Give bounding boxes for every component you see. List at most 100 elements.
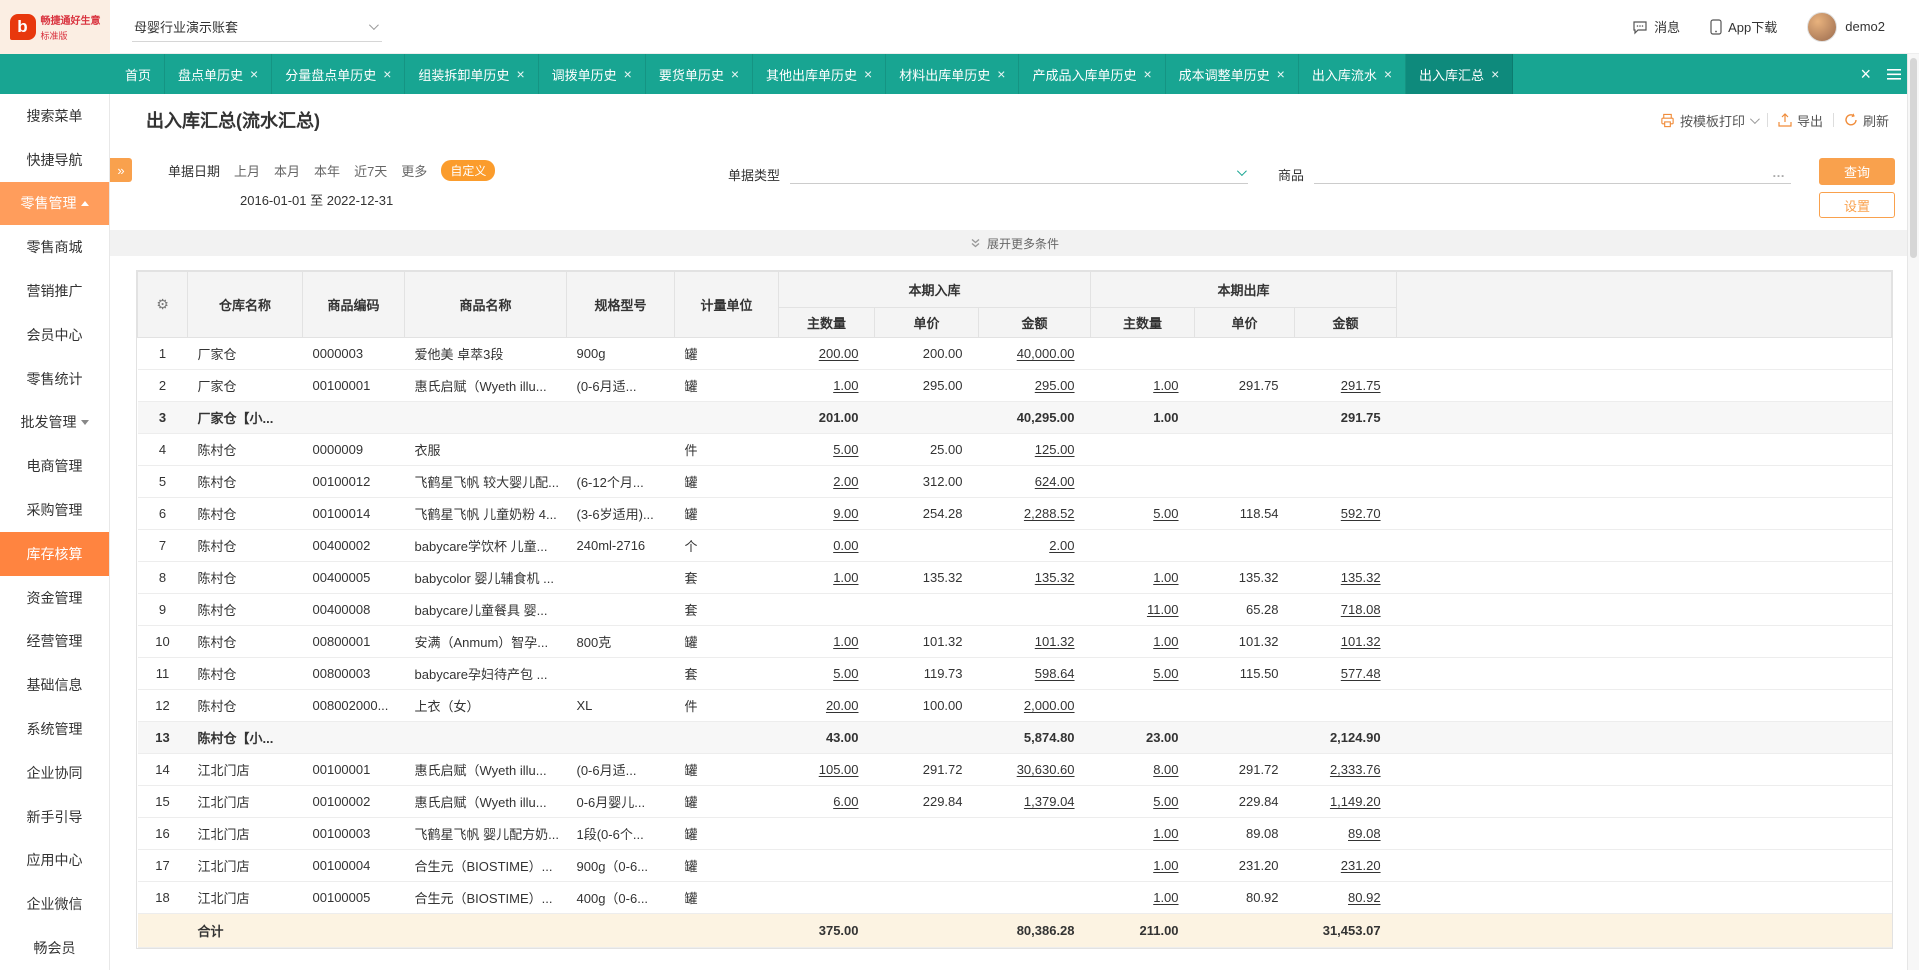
drilldown-link[interactable]: 0.00 [833,538,859,553]
sidebar-item-search-menu[interactable]: 搜索菜单 [0,94,109,138]
tab-close-icon[interactable]: × [623,66,632,82]
sidebar-item-newbie-guide[interactable]: 新手引导 [0,795,109,839]
table-row[interactable]: 4 陈村仓 0000009 衣服 件 5.00 25.00 125.00 [137,433,1892,466]
table-row[interactable]: 8 陈村仓 00400005 babycolor 婴儿辅食机 ... 套 1.00 135.… [137,561,1892,594]
sidebar-item-fund-mgmt[interactable]: 资金管理 [0,576,109,620]
drilldown-link[interactable]: 718.08 [1340,602,1381,617]
sidebar-item-app-center[interactable]: 应用中心 [0,839,109,883]
drilldown-link[interactable]: 1.00 [1153,890,1179,905]
drilldown-link[interactable]: 1.00 [833,634,859,649]
drilldown-link[interactable]: 9.00 [833,506,859,521]
drilldown-link[interactable]: 1.00 [1153,826,1179,841]
drilldown-link[interactable]: 1,379.04 [1023,794,1075,809]
drilldown-link[interactable]: 11.00 [1146,602,1179,617]
drilldown-link[interactable]: 101.32 [1340,634,1381,649]
date-option-0[interactable]: 上月 [234,163,261,179]
tab-7[interactable]: 材料出库单历史 × [886,54,1020,94]
drilldown-link[interactable]: 8.00 [1153,762,1179,777]
subtotal-row[interactable]: 13 陈村仓【小... 43.00 5,874.80 23.00 2,124.90 [137,721,1892,754]
table-row[interactable]: 14 江北门店 00100001 惠氏启赋（Wyeth illu... (0-6月适..… [137,753,1892,786]
drilldown-link[interactable]: 135.32 [1034,570,1075,585]
drilldown-link[interactable]: 101.32 [1034,634,1075,649]
sidebar-item-member-center[interactable]: 会员中心 [0,313,109,357]
tab-close-icon[interactable]: × [383,66,392,82]
tab-close-icon[interactable]: × [730,66,740,82]
sidebar-item-chang-member[interactable]: 畅会员 [0,926,109,970]
account-select[interactable]: 母婴行业演示账套 [132,12,382,42]
drilldown-link[interactable]: 1.00 [833,570,859,585]
drilldown-link[interactable]: 291.75 [1340,378,1381,393]
drilldown-link[interactable]: 1,149.20 [1329,794,1381,809]
drilldown-link[interactable]: 2.00 [1049,538,1075,553]
sidebar-item-operation-mgmt[interactable]: 经营管理 [0,620,109,664]
gear-icon[interactable]: ⚙ [156,296,169,312]
drilldown-link[interactable]: 5.00 [1153,794,1179,809]
drilldown-link[interactable]: 2,333.76 [1329,762,1381,777]
drilldown-link[interactable]: 5.00 [833,666,859,681]
sidebar-item-wholesale-mgmt[interactable]: 批发管理 [0,401,109,445]
tab-menu-icon[interactable] [1887,68,1901,80]
sidebar-item-ecommerce-mgmt[interactable]: 电商管理 [0,444,109,488]
drilldown-link[interactable]: 231.20 [1340,858,1381,873]
drilldown-link[interactable]: 6.00 [833,794,859,809]
table-row[interactable]: 15 江北门店 00100002 惠氏启赋（Wyeth illu... 0-6月婴儿..… [137,785,1892,818]
date-option-1[interactable]: 本月 [274,163,301,179]
product-picker[interactable]: … [1314,162,1791,184]
query-button[interactable]: 查询 [1819,158,1895,185]
app-download-button[interactable]: App下载 [1710,17,1777,36]
table-row[interactable]: 17 江北门店 00100004 合生元（BIOSTIME）... 900g（0-6..… [137,849,1892,882]
table-row[interactable]: 12 陈村仓 008002000... 上衣（女） XL 件 20.00 100.00 2,00… [137,689,1892,722]
drilldown-link[interactable]: 598.64 [1034,666,1075,681]
vertical-scrollbar[interactable] [1907,54,1919,970]
total-row[interactable]: 合计 375.00 80,386.28 211.00 31,453.07 [137,913,1892,948]
drilldown-link[interactable]: 1.00 [833,378,859,393]
sidebar-item-quick-nav[interactable]: 快捷导航 [0,138,109,182]
tab-8[interactable]: 产成品入库单历史 × [1019,54,1166,94]
user-menu[interactable]: demo2 [1807,11,1885,42]
sidebar-item-enterprise-collab[interactable]: 企业协同 [0,751,109,795]
export-button[interactable]: 导出 [1778,111,1823,130]
drilldown-link[interactable]: 1.00 [1153,378,1179,393]
drilldown-link[interactable]: 2.00 [833,474,859,489]
drilldown-link[interactable]: 125.00 [1034,442,1075,457]
drilldown-link[interactable]: 1.00 [1153,570,1179,585]
drilldown-link[interactable]: 30,630.60 [1016,762,1075,777]
tab-5[interactable]: 要货单历史 × [646,54,754,94]
sidebar-item-inventory-accounting[interactable]: 库存核算 [0,531,109,576]
tab-close-icon[interactable]: × [1491,66,1500,82]
tab-11[interactable]: 出入库汇总 × [1406,54,1514,94]
drilldown-link[interactable]: 624.00 [1034,474,1075,489]
tab-close-icon[interactable]: × [1383,66,1393,82]
table-row[interactable]: 16 江北门店 00100003 飞鹤星飞帆 婴儿配方奶... 1段(0-6个... 罐 1… [137,817,1892,850]
table-row[interactable]: 7 陈村仓 00400002 babycare学饮杯 儿童... 240ml-2716 个… [137,529,1892,562]
drilldown-link[interactable]: 40,000.00 [1016,346,1075,361]
tab-0[interactable]: 首页 [112,54,166,94]
table-row[interactable]: 5 陈村仓 00100012 飞鹤星飞帆 较大婴儿配... (6-12个月... 罐 2.0… [137,465,1892,498]
drilldown-link[interactable]: 2,288.52 [1023,506,1075,521]
drilldown-link[interactable]: 1.00 [1153,858,1179,873]
drilldown-link[interactable]: 80.92 [1348,890,1381,905]
drilldown-link[interactable]: 20.00 [825,698,859,713]
tab-close-icon[interactable]: × [1143,66,1152,82]
tab-10[interactable]: 出入库流水 × [1299,54,1407,94]
tab-1[interactable]: 盘点单历史 × [165,54,273,94]
tab-close-icon[interactable]: × [516,66,525,82]
drilldown-link[interactable]: 5.00 [1153,506,1179,521]
custom-date-badge[interactable]: 自定义 [441,159,496,181]
app-logo[interactable]: b 畅捷通好生意 标准版 [0,0,110,54]
drilldown-link[interactable]: 200.00 [818,346,859,361]
table-row[interactable]: 2 厂家仓 00100001 惠氏启赋（Wyeth illu... (0-6月适... 罐… [137,369,1892,402]
sidebar-item-retail-mall[interactable]: 零售商城 [0,225,109,269]
drilldown-link[interactable]: 2,000.00 [1023,698,1075,713]
table-row[interactable]: 6 陈村仓 00100014 飞鹤星飞帆 儿童奶粉 4... (3-6岁适用)... 罐 9… [137,497,1892,530]
sidebar-item-basic-info[interactable]: 基础信息 [0,663,109,707]
date-option-4[interactable]: 更多 [401,163,428,179]
table-row[interactable]: 9 陈村仓 00400008 babycare儿童餐具 婴... 套 11.00 65.28… [137,593,1892,626]
drilldown-link[interactable]: 577.48 [1340,666,1381,681]
drilldown-link[interactable]: 89.08 [1348,826,1381,841]
sidebar-item-retail-stats[interactable]: 零售统计 [0,357,109,401]
sidebar-item-enterprise-wechat[interactable]: 企业微信 [0,882,109,926]
tab-4[interactable]: 调拨单历史 × [539,54,646,94]
tab-6[interactable]: 其他出库单历史 × [753,54,887,94]
tab-close-icon[interactable]: × [1276,66,1285,82]
